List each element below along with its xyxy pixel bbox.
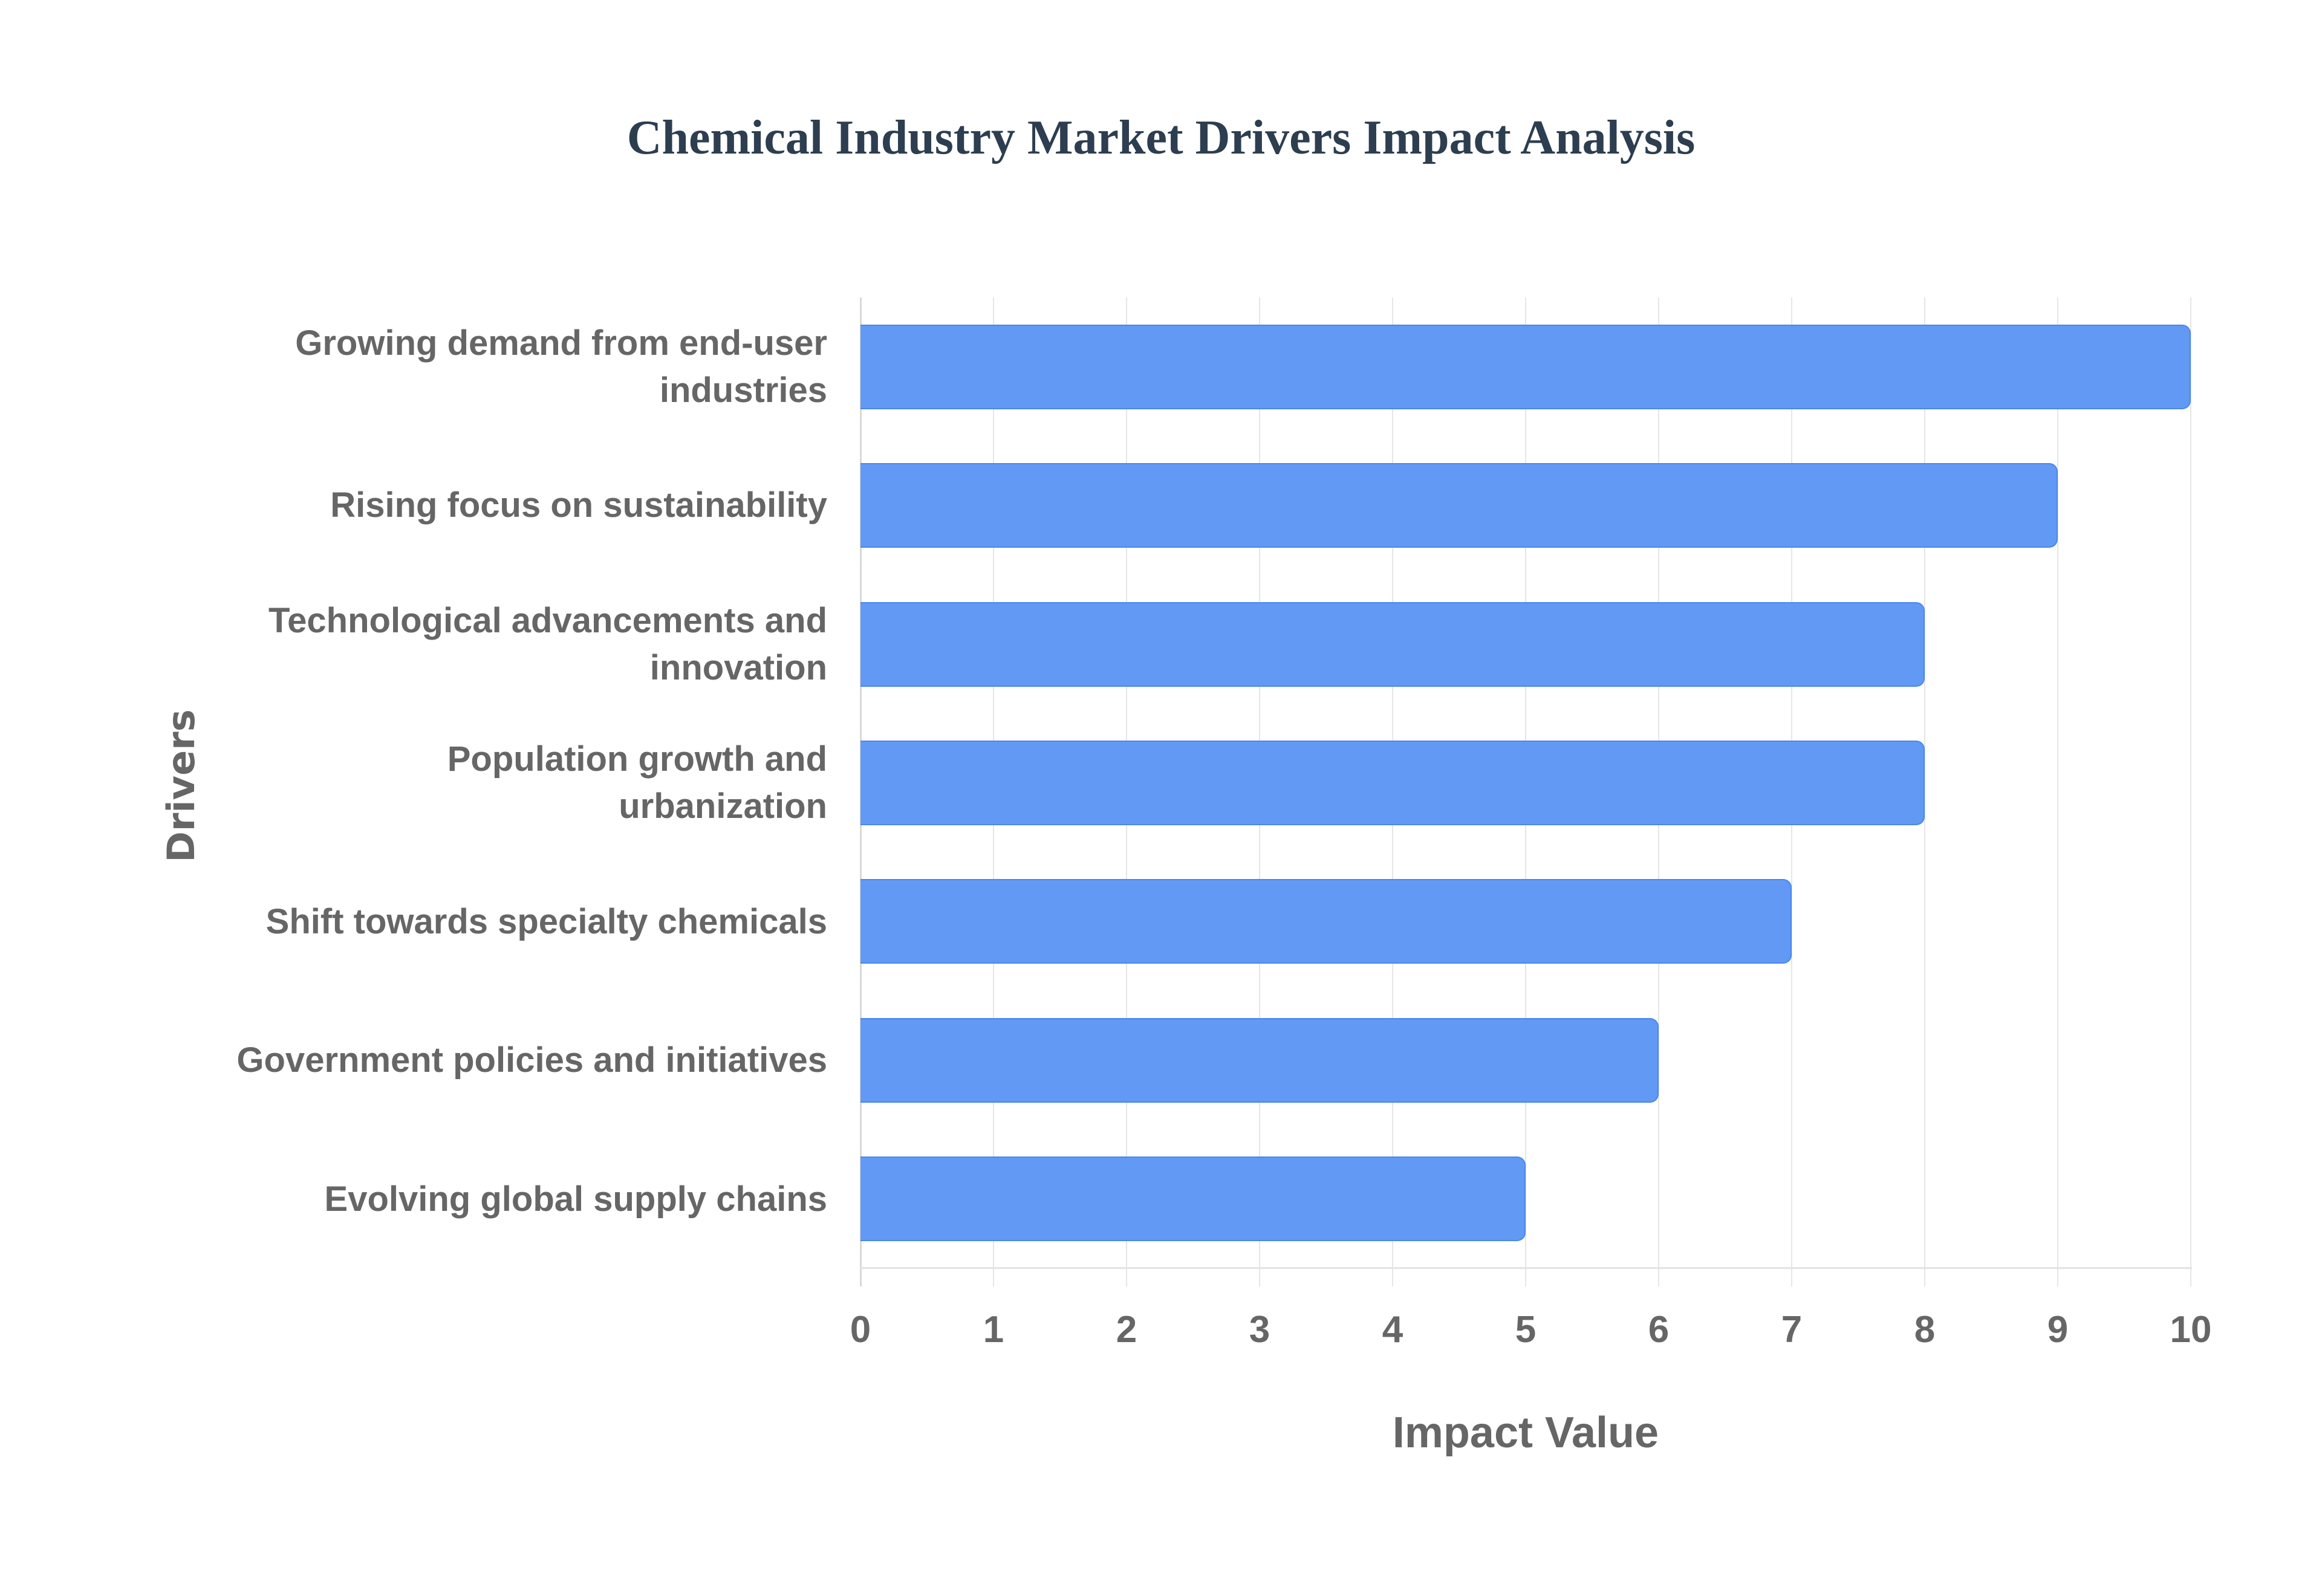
x-tick-label: 5: [1515, 1309, 1537, 1351]
bar[interactable]: [860, 879, 1792, 964]
y-category-label-text: Evolving global supply chains: [324, 1179, 827, 1219]
x-tick-label: 3: [1249, 1309, 1270, 1351]
y-category-label: Shift towards specialty chemicals: [223, 852, 827, 991]
y-category-label-text: Government policies and initiatives: [236, 1040, 827, 1080]
y-category-label: Technological advancements and innovatio…: [223, 575, 827, 714]
x-tick-label: 8: [1914, 1309, 1936, 1351]
x-tick-label: 10: [2170, 1309, 2212, 1351]
y-category-label-text: Shift towards specialty chemicals: [265, 901, 827, 941]
y-category-label: Population growth and urbanization: [223, 713, 827, 852]
gridline-8: [1924, 297, 1925, 1286]
x-tick-label: 0: [850, 1309, 871, 1351]
gridline-9: [2057, 297, 2058, 1286]
y-category-label: Evolving global supply chains: [223, 1130, 827, 1269]
x-tick-label: 6: [1648, 1309, 1670, 1351]
x-axis-title: Impact Value: [1392, 1409, 1659, 1457]
y-category-label-text: Rising focus on sustainability: [330, 485, 827, 525]
x-axis-line: [860, 1267, 2192, 1269]
bar[interactable]: [860, 741, 1925, 825]
x-tick-label: 7: [1781, 1309, 1803, 1351]
x-tick-label: 2: [1116, 1309, 1137, 1351]
y-category-label-text: Growing demand from end-user industries: [295, 323, 827, 410]
y-category-label: Rising focus on sustainability: [223, 436, 827, 575]
bar[interactable]: [860, 324, 2191, 409]
x-tick-label: 1: [983, 1309, 1004, 1351]
y-category-label-text: Population growth and urbanization: [447, 739, 827, 826]
bar[interactable]: [860, 1156, 1526, 1242]
x-tick-label: 4: [1382, 1309, 1403, 1351]
chart-title: Chemical Industry Market Drivers Impact …: [626, 111, 1696, 164]
y-category-label-text: Technological advancements and innovatio…: [268, 600, 827, 687]
y-axis-title: Drivers: [159, 709, 203, 863]
y-category-label: Growing demand from end-user industries: [223, 297, 827, 436]
bar[interactable]: [860, 602, 1925, 687]
x-tick-label: 9: [2047, 1309, 2069, 1351]
bar[interactable]: [860, 463, 2058, 548]
bar[interactable]: [860, 1017, 1659, 1103]
gridline-10: [2190, 297, 2191, 1286]
plot-area: [860, 297, 2192, 1286]
y-category-label: Government policies and initiatives: [223, 991, 827, 1130]
